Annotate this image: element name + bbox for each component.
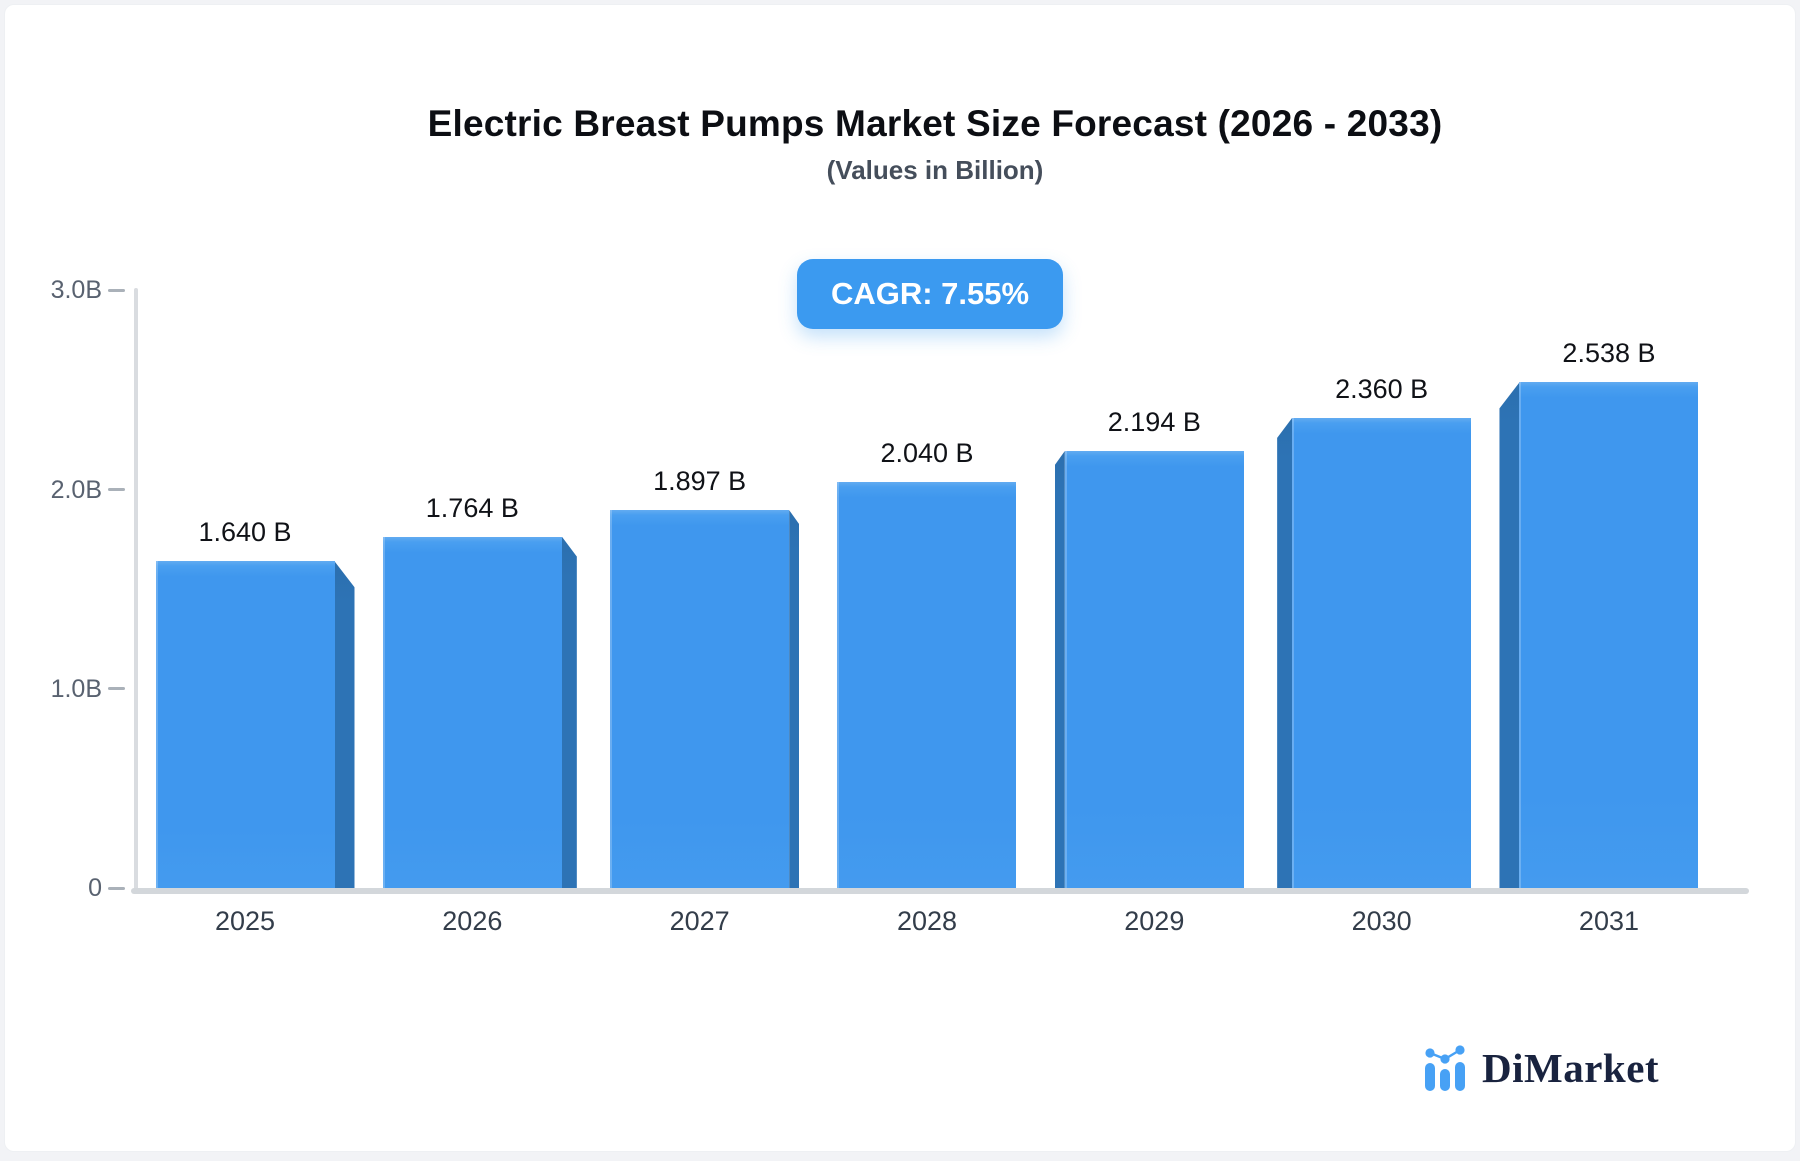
x-axis-label: 2025 xyxy=(135,906,355,937)
x-axis-label: 2027 xyxy=(590,906,810,937)
bar xyxy=(156,561,335,888)
y-tick-label: 1.0B xyxy=(5,673,102,705)
chart-card: Electric Breast Pumps Market Size Foreca… xyxy=(4,4,1796,1152)
bar-value-label: 2.040 B xyxy=(817,438,1037,469)
bar xyxy=(383,537,562,888)
y-axis-line xyxy=(134,288,138,894)
x-axis-label: 2026 xyxy=(362,906,582,937)
bar-3d-side xyxy=(1277,418,1292,888)
bar xyxy=(610,510,789,888)
bar-3d-side xyxy=(335,561,355,888)
y-tick-label: 0 xyxy=(5,872,102,904)
logo-text: DiMarket xyxy=(1482,1048,1659,1089)
x-axis-label: 2030 xyxy=(1272,906,1492,937)
bar-chart-plot-area: 3.0B 2.0B 1.0B 0 1.640 B 2025 1.764 B 2026 1.897… xyxy=(5,5,1800,1161)
bar-value-label: 1.640 B xyxy=(135,517,355,548)
bar-value-label: 1.897 B xyxy=(590,466,810,497)
x-axis-label: 2031 xyxy=(1499,906,1719,937)
bar-3d-side xyxy=(1055,451,1065,888)
bar-value-label: 1.764 B xyxy=(362,493,582,524)
bar-chart-logo-icon xyxy=(1423,1045,1471,1091)
y-tick-dash xyxy=(108,887,125,890)
x-axis-label: 2028 xyxy=(817,906,1037,937)
bar-value-label: 2.538 B xyxy=(1499,338,1719,369)
bar-value-label: 2.360 B xyxy=(1272,374,1492,405)
bar-3d-side xyxy=(562,537,577,888)
y-tick-label: 3.0B xyxy=(5,274,102,306)
bar xyxy=(837,482,1016,888)
bar xyxy=(1292,418,1471,888)
x-axis-baseline xyxy=(131,888,1749,894)
bar xyxy=(1519,382,1698,888)
x-axis-label: 2029 xyxy=(1044,906,1264,937)
y-tick-dash xyxy=(108,289,125,292)
bar xyxy=(1065,451,1244,888)
bar-value-label: 2.194 B xyxy=(1044,407,1264,438)
bar-3d-side xyxy=(1499,382,1519,888)
y-tick-dash xyxy=(108,687,125,690)
bar-3d-side xyxy=(789,510,799,888)
y-tick-label: 2.0B xyxy=(5,474,102,506)
y-tick-dash xyxy=(108,488,125,491)
dimarket-logo: DiMarket xyxy=(1423,1045,1659,1091)
